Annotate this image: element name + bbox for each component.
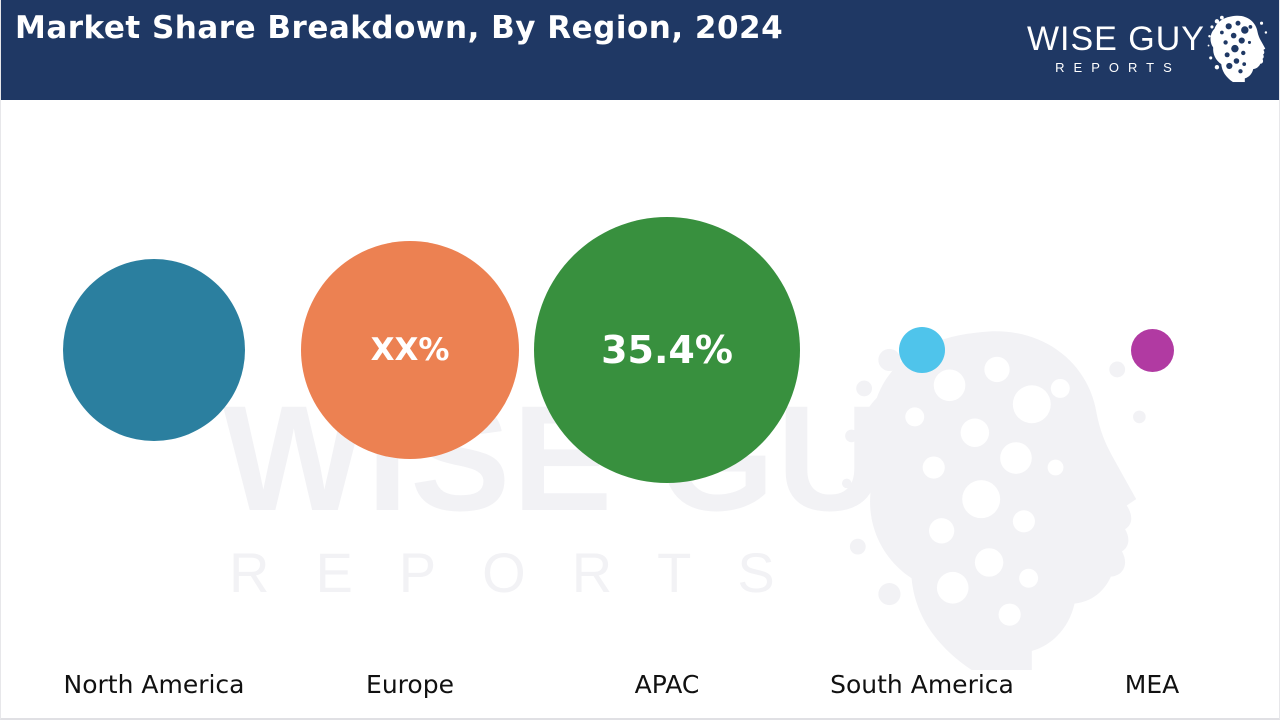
page-title: Market Share Breakdown, By Region, 2024 xyxy=(15,10,784,46)
region-label-apac: APAC xyxy=(634,670,700,699)
bubble-circle-mea xyxy=(1130,328,1174,372)
logo-brand-name: WISE GUY xyxy=(1026,19,1205,58)
wiseguy-logo: WISE GUY REPORTS xyxy=(1027,8,1269,88)
wiseguy-head-icon xyxy=(1207,8,1269,88)
region-label-europe: Europe xyxy=(366,670,454,699)
watermark-brand-subtitle: REPORTS xyxy=(229,541,821,604)
wiseguy-logo-text: WISE GUY REPORTS xyxy=(1027,22,1205,75)
header-bar: Market Share Breakdown, By Region, 2024 … xyxy=(1,0,1279,100)
bubble-value: XX% xyxy=(370,332,450,368)
bubble-value: 35.4% xyxy=(601,328,733,372)
region-label-south-america: South America xyxy=(830,670,1014,699)
logo-brand-subtitle: REPORTS xyxy=(1055,59,1181,75)
bubble-chart: WISE GUY REPORTS North America XX% Europ… xyxy=(1,100,1279,718)
bubble-circle-europe: XX% xyxy=(301,241,519,459)
region-label-mea: MEA xyxy=(1124,670,1180,699)
bubble-circle-north-america xyxy=(63,259,245,441)
bubble-circle-south-america xyxy=(899,327,945,373)
watermark-head-icon xyxy=(829,322,1165,670)
bubble-circle-apac: 35.4% xyxy=(534,217,800,483)
region-label-north-america: North America xyxy=(63,670,245,699)
